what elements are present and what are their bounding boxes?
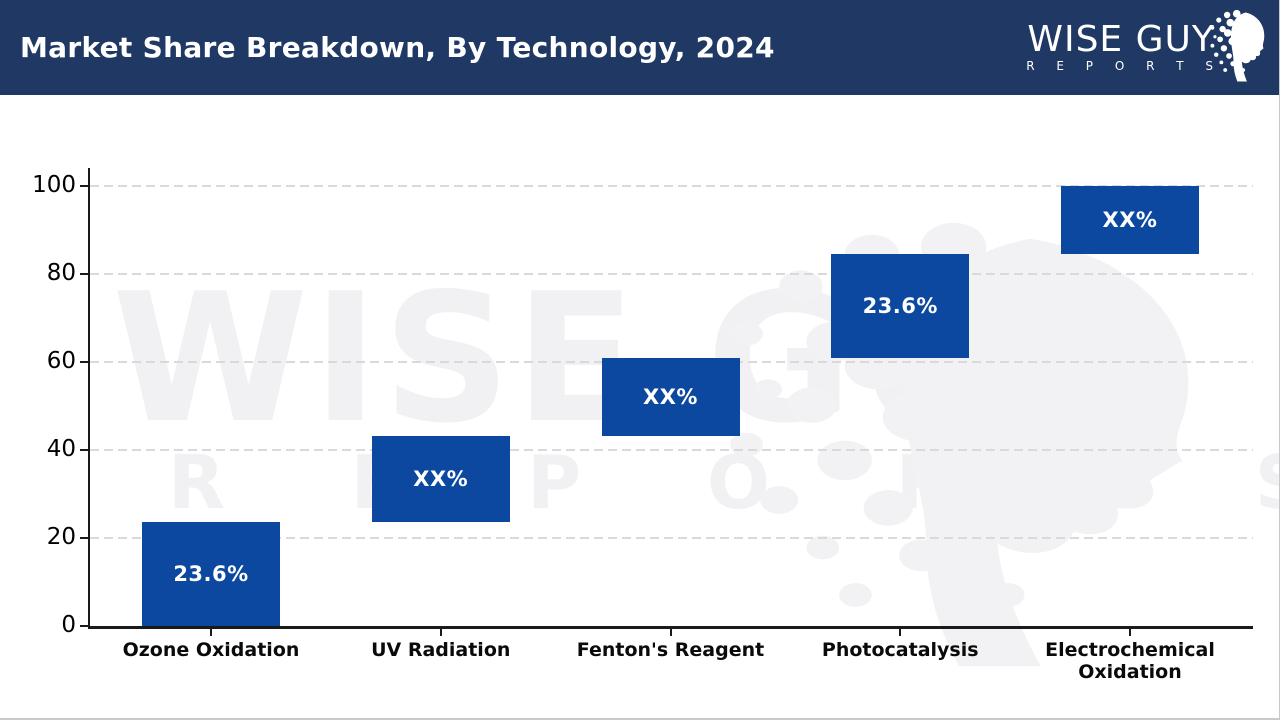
bar-value-label: XX% (643, 384, 698, 409)
gridline-80 (90, 273, 1253, 275)
gridline-20 (90, 537, 1253, 539)
y-axis-line (88, 168, 90, 628)
brand-logo: WISE GUY R E P O R T S (1020, 4, 1270, 90)
gridline-100 (90, 185, 1253, 187)
y-tick-label: 60 (46, 348, 76, 374)
chart-title: Market Share Breakdown, By Technology, 2… (20, 31, 775, 64)
x-category-label: Ozone Oxidation (122, 639, 300, 661)
x-axis-line (88, 626, 1253, 629)
x-tick-mark (669, 628, 672, 636)
x-category-label: Photocatalysis (821, 639, 979, 661)
x-category-label: UV Radiation (371, 639, 511, 661)
y-tick-mark (80, 625, 88, 627)
bar-segment: XX% (601, 357, 740, 436)
bar-segment: 23.6% (831, 253, 970, 358)
y-tick-label: 20 (46, 524, 76, 550)
x-category-label: Fenton's Reagent (576, 639, 765, 661)
brand-name: WISE GUY (1027, 18, 1215, 60)
y-tick-label: 100 (32, 172, 76, 198)
x-tick-mark (899, 628, 902, 636)
bar-segment: XX% (1061, 186, 1199, 254)
bar-value-label: 23.6% (862, 293, 938, 318)
x-tick-mark (210, 628, 212, 636)
x-tick-mark (439, 628, 442, 636)
wiseguy-face-icon (1206, 4, 1270, 90)
y-tick-label: 80 (46, 260, 76, 286)
chart-area: WISE GUY R E P O R T S 02040608010023.6%… (0, 95, 1279, 718)
y-tick-mark (80, 449, 88, 451)
y-tick-mark (80, 185, 88, 187)
y-tick-label: 0 (61, 612, 76, 638)
y-tick-mark (80, 361, 88, 363)
bar-value-label: XX% (1102, 207, 1158, 232)
bar-segment: XX% (371, 435, 510, 523)
bar-value-label: 23.6% (173, 562, 249, 587)
header: Market Share Breakdown, By Technology, 2… (0, 0, 1279, 95)
y-tick-mark (80, 537, 88, 539)
x-tick-mark (1129, 628, 1131, 636)
brand-logo-text: WISE GUY R E P O R T S (1020, 18, 1222, 74)
x-category-label: Electrochemical Oxidation (1045, 639, 1215, 683)
bar-segment: 23.6% (142, 522, 280, 626)
bar-value-label: XX% (413, 467, 469, 492)
gridline-40 (90, 449, 1253, 451)
y-tick-mark (80, 273, 88, 275)
y-tick-label: 40 (46, 436, 76, 462)
brand-subtitle: R E P O R T S (1026, 59, 1222, 74)
